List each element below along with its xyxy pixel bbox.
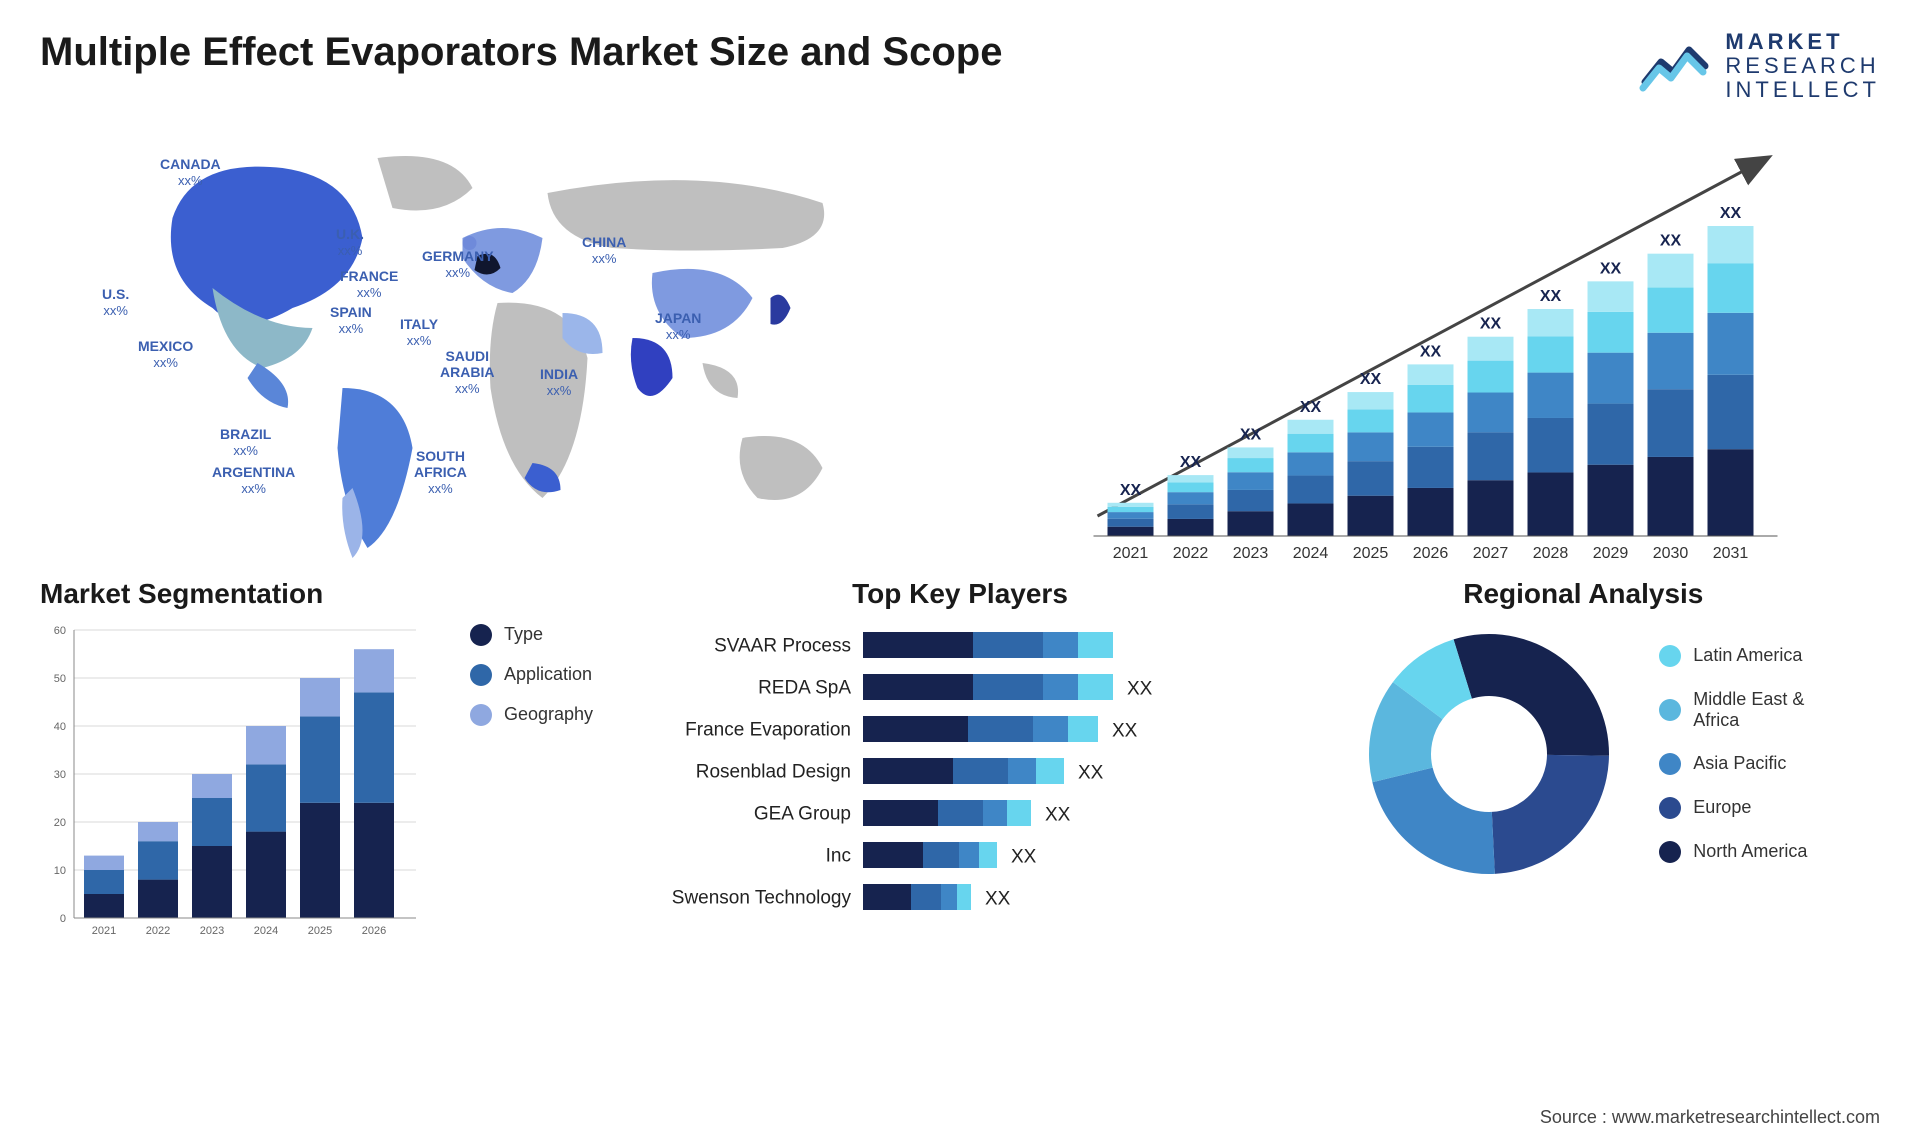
- svg-text:XX: XX: [1660, 232, 1682, 249]
- svg-text:Rosenblad Design: Rosenblad Design: [696, 761, 851, 782]
- map-label: ITALYxx%: [400, 316, 438, 349]
- svg-text:XX: XX: [1120, 481, 1142, 498]
- players-panel: Top Key Players SVAAR Process REDA SpA XX F…: [663, 578, 1256, 949]
- legend-item: Type: [470, 624, 593, 646]
- segmentation-panel: Market Segmentation 0 10 20 30 40 50 60 2021 202…: [40, 578, 633, 949]
- growth-chart: XX 2021 XX 2022 XX 2023 XX 2024 XX 2025 XX 2026 XX 20…: [975, 128, 1880, 568]
- brand-logo: MARKET RESEARCH INTELLECT: [1639, 30, 1880, 103]
- svg-text:France Evaporation: France Evaporation: [686, 719, 852, 740]
- svg-text:GEA Group: GEA Group: [754, 803, 851, 824]
- svg-text:XX: XX: [1011, 846, 1037, 867]
- svg-text:2023: 2023: [1233, 545, 1269, 562]
- players-title: Top Key Players: [663, 578, 1256, 610]
- legend-item: Application: [470, 664, 593, 686]
- legend-item: Middle East & Africa: [1659, 689, 1807, 731]
- map-label: INDIAxx%: [540, 366, 578, 399]
- legend-item: Asia Pacific: [1659, 753, 1807, 775]
- svg-text:2021: 2021: [1113, 545, 1149, 562]
- svg-text:XX: XX: [1360, 371, 1382, 388]
- svg-text:2031: 2031: [1713, 545, 1749, 562]
- map-label: U.K.xx%: [336, 226, 364, 259]
- svg-text:Swenson Technology: Swenson Technology: [672, 887, 852, 908]
- svg-text:40: 40: [54, 721, 66, 733]
- svg-text:XX: XX: [1480, 315, 1502, 332]
- svg-text:2026: 2026: [1413, 545, 1449, 562]
- svg-text:0: 0: [60, 913, 66, 925]
- svg-text:2027: 2027: [1473, 545, 1509, 562]
- map-label: JAPANxx%: [655, 310, 701, 343]
- svg-text:2025: 2025: [308, 925, 332, 937]
- map-label: MEXICOxx%: [138, 338, 193, 371]
- logo-mark-icon: [1639, 38, 1711, 94]
- svg-text:XX: XX: [1420, 343, 1442, 360]
- map-label: BRAZILxx%: [220, 426, 271, 459]
- svg-text:2028: 2028: [1533, 545, 1569, 562]
- world-map-panel: CANADAxx% U.S.xx% MEXICOxx% BRAZILxx% ARGENT…: [40, 128, 945, 568]
- svg-text:XX: XX: [1078, 762, 1104, 783]
- source-line: Source : www.marketresearchintellect.com: [1540, 1107, 1880, 1128]
- svg-text:XX: XX: [1180, 454, 1202, 471]
- logo-line3: INTELLECT: [1725, 78, 1880, 102]
- map-label: CHINAxx%: [582, 234, 626, 267]
- svg-text:2024: 2024: [1293, 545, 1329, 562]
- logo-line1: MARKET: [1725, 30, 1880, 54]
- svg-text:10: 10: [54, 865, 66, 877]
- regional-panel: Regional Analysis Latin America Middle Ea…: [1287, 578, 1880, 949]
- map-label: CANADAxx%: [160, 156, 221, 189]
- svg-text:30: 30: [54, 769, 66, 781]
- logo-line2: RESEARCH: [1725, 54, 1880, 78]
- svg-text:XX: XX: [1540, 288, 1562, 305]
- svg-text:2022: 2022: [1173, 545, 1209, 562]
- svg-text:XX: XX: [1045, 804, 1071, 825]
- svg-text:XX: XX: [1720, 205, 1742, 222]
- regional-legend: Latin America Middle East & Africa Asia Pa…: [1659, 645, 1807, 863]
- map-label: SAUDIARABIAxx%: [440, 348, 494, 397]
- svg-text:XX: XX: [1112, 720, 1138, 741]
- svg-text:2029: 2029: [1593, 545, 1629, 562]
- svg-text:2023: 2023: [200, 925, 224, 937]
- map-label: ARGENTINAxx%: [212, 464, 295, 497]
- svg-text:2025: 2025: [1353, 545, 1389, 562]
- legend-item: Geography: [470, 704, 593, 726]
- svg-text:SVAAR Process: SVAAR Process: [714, 635, 851, 656]
- svg-text:60: 60: [54, 625, 66, 637]
- legend-item: North America: [1659, 841, 1807, 863]
- svg-text:20: 20: [54, 817, 66, 829]
- map-label: SOUTHAFRICAxx%: [414, 448, 467, 497]
- svg-text:50: 50: [54, 673, 66, 685]
- svg-text:XX: XX: [985, 888, 1011, 909]
- svg-text:XX: XX: [1300, 398, 1322, 415]
- page-title: Multiple Effect Evaporators Market Size …: [40, 30, 1002, 75]
- svg-text:REDA SpA: REDA SpA: [758, 677, 851, 698]
- map-label: SPAINxx%: [330, 304, 372, 337]
- map-label: U.S.xx%: [102, 286, 129, 319]
- svg-text:2024: 2024: [254, 925, 278, 937]
- legend-item: Europe: [1659, 797, 1807, 819]
- svg-text:2021: 2021: [92, 925, 116, 937]
- svg-text:XX: XX: [1127, 678, 1153, 699]
- svg-text:2022: 2022: [146, 925, 170, 937]
- legend-item: Latin America: [1659, 645, 1807, 667]
- regional-title: Regional Analysis: [1287, 578, 1880, 610]
- svg-text:Inc: Inc: [826, 845, 851, 866]
- map-label: FRANCExx%: [340, 268, 398, 301]
- svg-text:2026: 2026: [362, 925, 386, 937]
- map-label: GERMANYxx%: [422, 248, 494, 281]
- svg-text:XX: XX: [1240, 426, 1262, 443]
- segmentation-legend: Type Application Geography: [470, 624, 593, 726]
- svg-text:2030: 2030: [1653, 545, 1689, 562]
- segmentation-title: Market Segmentation: [40, 578, 633, 610]
- svg-text:XX: XX: [1600, 260, 1622, 277]
